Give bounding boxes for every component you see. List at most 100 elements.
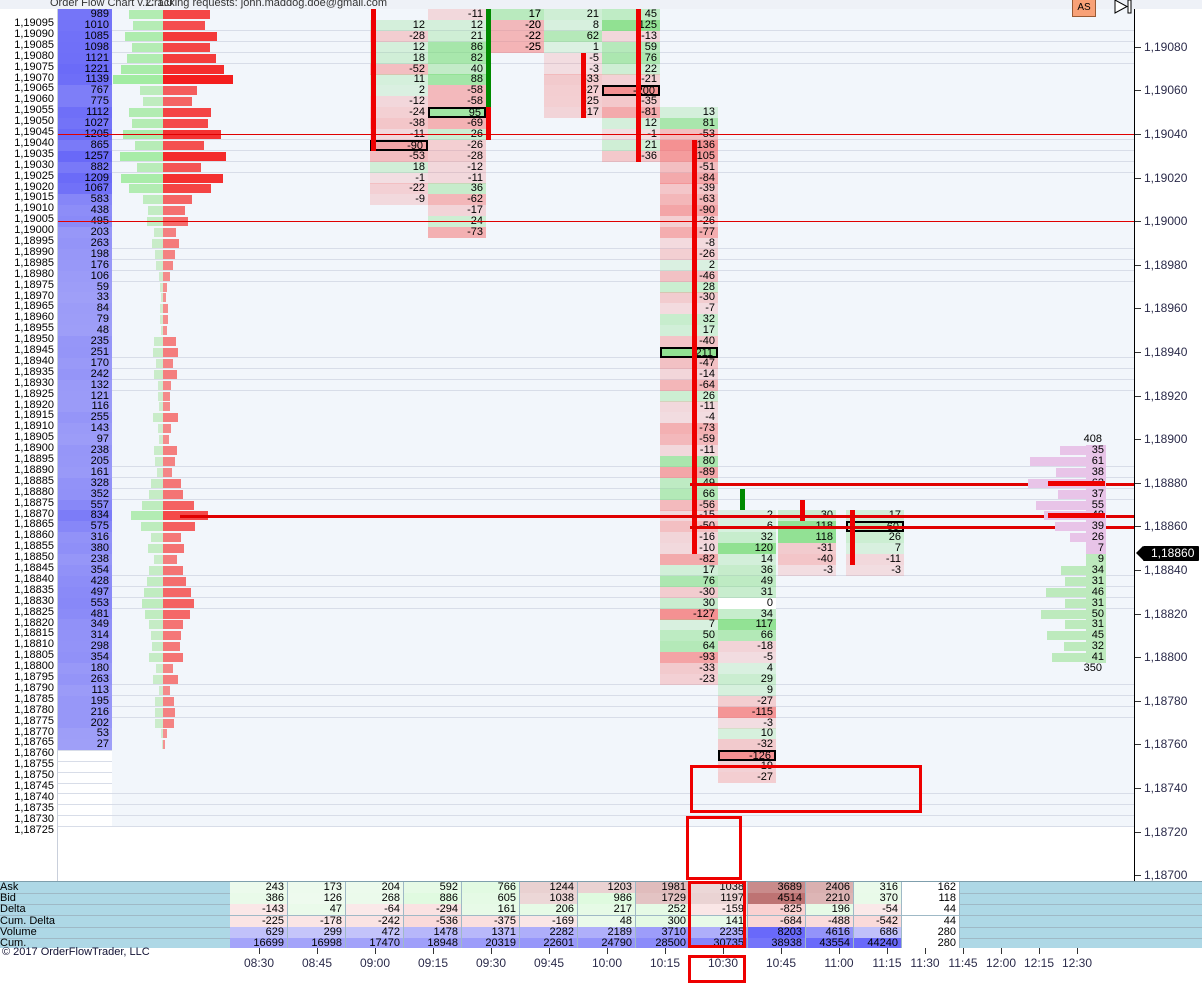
time-axis-label[interactable]: 10:15 <box>649 956 681 970</box>
footprint-cell[interactable]: -126 <box>718 750 776 762</box>
footprint-cell[interactable]: -63 <box>660 194 718 206</box>
footprint-cell[interactable]: 26 <box>660 390 718 402</box>
footprint-cell[interactable]: -17 <box>544 107 602 119</box>
footprint-cell[interactable]: -26 <box>428 139 486 151</box>
footprint-cell[interactable]: -58 <box>428 85 486 97</box>
time-axis-label[interactable]: 08:30 <box>243 956 275 970</box>
footprint-cell[interactable]: 1 <box>544 41 602 53</box>
footprint-cell[interactable]: -12 <box>428 161 486 173</box>
footprint-cell[interactable]: -90 <box>660 205 718 217</box>
footprint-cell[interactable]: -11 <box>428 172 486 184</box>
footprint-cell[interactable]: 12 <box>370 41 428 53</box>
footprint-cell[interactable]: -17 <box>428 205 486 217</box>
footprint-cell[interactable]: -11 <box>846 554 904 565</box>
footprint-cell[interactable]: 28 <box>660 281 718 293</box>
footprint-cell[interactable]: 49 <box>718 575 776 587</box>
footprint-cell[interactable]: 76 <box>660 575 718 587</box>
footprint-cell[interactable]: 88 <box>428 74 486 86</box>
footprint-cell[interactable]: -136 <box>660 139 718 151</box>
footprint-cell[interactable]: -77 <box>660 227 718 238</box>
time-axis-label[interactable]: 12:15 <box>1023 956 1055 970</box>
footprint-cell[interactable]: -26 <box>660 248 718 260</box>
footprint-cell[interactable]: 120 <box>718 543 776 555</box>
time-axis-label[interactable]: 11:15 <box>872 956 902 970</box>
footprint-cell[interactable]: 117 <box>718 619 776 631</box>
footprint-cell[interactable]: 18 <box>370 52 428 64</box>
footprint-cell[interactable]: 34 <box>718 608 776 620</box>
footprint-cell[interactable]: -73 <box>660 423 718 435</box>
footprint-cell[interactable]: -56 <box>660 499 718 511</box>
footprint-cell[interactable]: 76 <box>602 52 660 64</box>
footprint-cell[interactable]: -12 <box>370 96 428 108</box>
footprint-cell[interactable]: -33 <box>544 74 602 86</box>
footprint-cell[interactable]: 32 <box>718 532 776 544</box>
footprint-cell[interactable]: 95 <box>428 107 486 119</box>
time-axis-label[interactable]: 10:00 <box>591 956 623 970</box>
footprint-cell[interactable]: 7 <box>660 619 718 631</box>
footprint-cell[interactable]: -33 <box>660 663 718 674</box>
footprint-cell[interactable]: 36 <box>428 183 486 195</box>
footprint-cell[interactable]: -5 <box>544 52 602 64</box>
footprint-cell[interactable]: -24 <box>370 107 428 119</box>
footprint-cell[interactable]: 82 <box>428 52 486 64</box>
time-axis-label[interactable]: 11:30 <box>910 956 940 970</box>
footprint-cell[interactable]: -8 <box>660 237 718 249</box>
footprint-cell[interactable]: 81 <box>660 118 718 129</box>
footprint-cell[interactable]: -25 <box>486 41 544 53</box>
footprint-cell[interactable]: -22 <box>370 183 428 195</box>
footprint-cell[interactable]: -21 <box>602 74 660 86</box>
footprint-cell[interactable]: -7 <box>660 303 718 315</box>
time-axis-label[interactable]: 12:00 <box>985 956 1017 970</box>
footprint-cell[interactable]: 10 <box>718 728 776 740</box>
time-axis-label[interactable]: 11:45 <box>948 956 978 970</box>
footprint-cell[interactable]: -14 <box>660 368 718 380</box>
footprint-cell[interactable]: -23 <box>660 673 718 685</box>
footprint-chart-grid[interactable]: 989 1010 1085 1098 1121 1221 1139 767 775 1112 102… <box>0 9 1134 881</box>
footprint-cell[interactable]: -27 <box>718 772 776 783</box>
footprint-cell[interactable]: -11 <box>660 445 718 456</box>
time-axis-label[interactable]: 08:45 <box>301 956 333 970</box>
footprint-cell[interactable]: -27 <box>718 695 776 707</box>
footprint-cell[interactable]: 11 <box>370 74 428 86</box>
footprint-cell[interactable]: -47 <box>660 357 718 369</box>
footprint-cell[interactable]: -13 <box>602 30 660 42</box>
footprint-cell[interactable]: -16 <box>660 532 718 544</box>
footprint-cell[interactable]: 13 <box>660 107 718 119</box>
footprint-cell[interactable]: 17 <box>660 564 718 576</box>
footprint-cell[interactable]: 80 <box>660 455 718 467</box>
footprint-cell[interactable]: -46 <box>660 270 718 282</box>
footprint-cell[interactable]: 12 <box>370 19 428 31</box>
time-axis-label[interactable]: 10:45 <box>765 956 797 970</box>
footprint-cell[interactable]: -38 <box>370 118 428 129</box>
footprint-cell[interactable]: -25 <box>544 96 602 108</box>
footprint-cell[interactable]: -32 <box>718 739 776 751</box>
footprint-cell[interactable]: -28 <box>428 150 486 162</box>
footprint-cell[interactable]: 50 <box>660 630 718 642</box>
footprint-cell[interactable]: 64 <box>660 641 718 653</box>
footprint-cell[interactable]: 12 <box>602 118 660 129</box>
footprint-cell[interactable]: -4 <box>660 412 718 424</box>
footprint-cell[interactable]: -82 <box>660 554 718 565</box>
footprint-cell[interactable]: -20 <box>486 19 544 31</box>
footprint-cell[interactable]: -105 <box>660 150 718 162</box>
footprint-cell[interactable]: 62 <box>544 30 602 42</box>
footprint-cell[interactable]: 22 <box>602 63 660 75</box>
footprint-cell[interactable]: 21 <box>602 139 660 151</box>
footprint-cell[interactable]: 125 <box>602 19 660 31</box>
footprint-cell[interactable]: -20 <box>486 19 544 31</box>
footprint-cell[interactable]: -10 <box>660 543 718 555</box>
footprint-cell[interactable]: 36 <box>718 564 776 576</box>
footprint-cell[interactable]: 7 <box>846 543 904 555</box>
footprint-cell[interactable]: 21 <box>428 30 486 42</box>
footprint-cell[interactable]: -115 <box>718 706 776 718</box>
footprint-cell[interactable]: -30 <box>660 292 718 304</box>
footprint-cell[interactable]: 12 <box>428 19 486 31</box>
footprint-cell[interactable]: -59 <box>660 434 718 446</box>
footprint-cell[interactable]: -28 <box>370 30 428 42</box>
footprint-cell[interactable]: -36 <box>602 150 660 162</box>
footprint-cell[interactable]: -39 <box>660 183 718 195</box>
footprint-cell[interactable]: 21 <box>544 9 602 20</box>
footprint-cell[interactable]: -89 <box>660 466 718 478</box>
footprint-cell[interactable]: -200 <box>602 85 660 97</box>
footprint-cell[interactable]: -27 <box>544 85 602 97</box>
